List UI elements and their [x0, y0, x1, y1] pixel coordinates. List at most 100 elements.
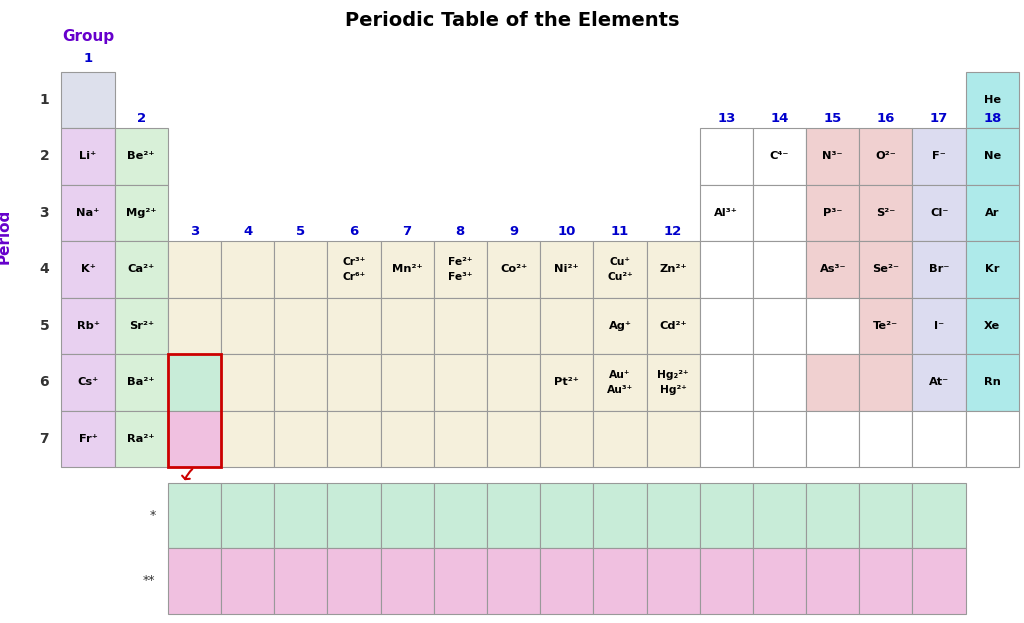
Bar [859, 298, 912, 354]
Bar [806, 298, 859, 354]
Bar [859, 128, 912, 184]
Bar [115, 128, 168, 184]
Bar [699, 298, 753, 354]
Bar [115, 298, 168, 354]
Bar [753, 298, 806, 354]
Text: N³⁻: N³⁻ [822, 151, 843, 161]
Text: P³⁻: P³⁻ [823, 208, 843, 218]
Bar [966, 411, 1019, 467]
Bar [61, 411, 115, 467]
Bar [168, 298, 221, 354]
Bar [593, 241, 646, 298]
Text: *: * [150, 509, 156, 522]
Text: Sr²⁺: Sr²⁺ [129, 321, 154, 331]
Bar [434, 483, 487, 548]
Bar [966, 184, 1019, 241]
Text: 16: 16 [877, 112, 895, 125]
Bar [541, 241, 593, 298]
Text: 1: 1 [84, 52, 92, 65]
Bar [753, 548, 806, 614]
Bar [487, 411, 541, 467]
Bar [912, 241, 966, 298]
Bar [434, 548, 487, 614]
Bar [328, 411, 381, 467]
Bar [646, 241, 699, 298]
Bar [115, 411, 168, 467]
Text: Mg²⁺: Mg²⁺ [126, 208, 157, 218]
Bar [168, 354, 221, 411]
Bar [912, 354, 966, 411]
Text: 10: 10 [558, 225, 575, 238]
Text: 2: 2 [136, 112, 145, 125]
Text: Au⁺: Au⁺ [609, 369, 631, 379]
Text: Se²⁻: Se²⁻ [872, 264, 899, 275]
Bar [434, 354, 487, 411]
Bar [912, 483, 966, 548]
Bar [806, 354, 859, 411]
Text: K⁺: K⁺ [81, 264, 95, 275]
Text: Cl⁻: Cl⁻ [930, 208, 948, 218]
Text: S²⁻: S²⁻ [877, 208, 896, 218]
Bar [753, 483, 806, 548]
Bar [168, 483, 221, 548]
Bar [912, 411, 966, 467]
Bar [699, 128, 753, 184]
Bar [859, 411, 912, 467]
Text: 6: 6 [349, 225, 358, 238]
Bar [328, 483, 381, 548]
Text: Ra²⁺: Ra²⁺ [127, 434, 155, 444]
Bar [966, 128, 1019, 184]
Text: 12: 12 [664, 225, 682, 238]
Text: Rb⁺: Rb⁺ [77, 321, 99, 331]
Bar [753, 184, 806, 241]
Bar [221, 241, 274, 298]
Text: 3: 3 [189, 225, 199, 238]
Bar [859, 184, 912, 241]
Bar [646, 548, 699, 614]
Bar [806, 483, 859, 548]
Text: He: He [984, 95, 1000, 105]
Bar [61, 298, 115, 354]
Text: 13: 13 [717, 112, 735, 125]
Bar [328, 354, 381, 411]
Text: 7: 7 [40, 432, 49, 446]
Text: Cu⁺: Cu⁺ [609, 257, 631, 267]
Text: 15: 15 [823, 112, 842, 125]
Bar [328, 241, 381, 298]
Text: Fe³⁺: Fe³⁺ [449, 272, 472, 282]
Bar [434, 241, 487, 298]
Text: Au³⁺: Au³⁺ [607, 386, 633, 396]
Bar [966, 241, 1019, 298]
Bar [646, 298, 699, 354]
Text: Group: Group [62, 29, 114, 44]
Bar [168, 354, 221, 467]
Text: Pt²⁺: Pt²⁺ [554, 378, 580, 388]
Text: O²⁻: O²⁻ [876, 151, 896, 161]
Bar [61, 241, 115, 298]
Text: Kr: Kr [985, 264, 999, 275]
Bar [646, 411, 699, 467]
Bar [434, 411, 487, 467]
Bar [912, 298, 966, 354]
Text: 18: 18 [983, 112, 1001, 125]
Bar [859, 483, 912, 548]
Bar [221, 548, 274, 614]
Text: 5: 5 [39, 319, 49, 333]
Bar [221, 354, 274, 411]
Bar [859, 241, 912, 298]
Bar [859, 548, 912, 614]
Bar [859, 354, 912, 411]
Bar [753, 241, 806, 298]
Text: Cs⁺: Cs⁺ [78, 378, 98, 388]
Text: Ne: Ne [984, 151, 1000, 161]
Text: Ca²⁺: Ca²⁺ [128, 264, 155, 275]
Bar [699, 411, 753, 467]
Bar [381, 298, 434, 354]
Bar [966, 354, 1019, 411]
Text: 1: 1 [39, 93, 49, 107]
Bar [381, 354, 434, 411]
Text: Te²⁻: Te²⁻ [873, 321, 898, 331]
Bar [912, 128, 966, 184]
Text: Periodic Table of the Elements: Periodic Table of the Elements [345, 11, 679, 30]
Bar [806, 241, 859, 298]
